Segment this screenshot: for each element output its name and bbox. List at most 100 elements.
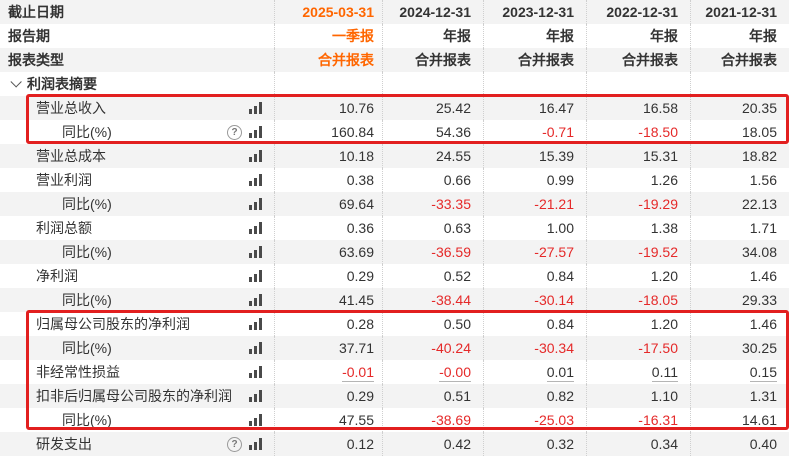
value-cell: 69.64	[274, 192, 382, 216]
row-icons	[249, 288, 262, 312]
row-icons: ?	[227, 120, 262, 144]
value-cell: 0.40	[690, 432, 789, 456]
value-cell: 1.71	[690, 216, 789, 240]
value-cell	[586, 72, 690, 96]
metric-label-cell: 同比(%)	[0, 240, 274, 264]
row-icons	[249, 264, 262, 288]
value-cell: 0.29	[274, 384, 382, 408]
value-cell: -38.69	[382, 408, 483, 432]
bar-chart-icon[interactable]	[249, 126, 262, 138]
metric-label: 同比(%)	[62, 124, 112, 140]
table-row: 归属母公司股东的净利润 0.28 0.50 0.84 1.20 1.46	[0, 312, 789, 336]
row-icons	[249, 384, 262, 408]
help-icon[interactable]: ?	[227, 124, 242, 140]
value-cell: 0.51	[382, 384, 483, 408]
tooltip-value[interactable]: 0.11	[651, 364, 678, 382]
table-row: 截止日期 2025-03-31 2024-12-31 2023-12-31 2022-1…	[0, 0, 789, 24]
metric-label-cell: 同比(%)	[0, 288, 274, 312]
value-cell: 1.31	[690, 384, 789, 408]
value-cell: 0.28	[274, 312, 382, 336]
table-row: 同比(%) 47.55 -38.69 -25.03 -16.31 14.61	[0, 408, 789, 432]
header-row-label: 报告期	[8, 28, 50, 44]
value-cell	[274, 72, 382, 96]
bar-chart-icon[interactable]	[249, 342, 262, 354]
metric-label: 研发支出	[36, 436, 92, 452]
value-cell: 年报	[690, 24, 789, 48]
value-cell	[690, 72, 789, 96]
bar-chart-icon[interactable]	[249, 294, 262, 306]
bar-chart-icon[interactable]	[249, 438, 262, 450]
section-label[interactable]: 利润表摘要	[0, 72, 274, 96]
metric-label: 同比(%)	[62, 340, 112, 356]
bar-chart-icon[interactable]	[249, 198, 262, 210]
metric-label-cell: 研发支出?	[0, 432, 274, 456]
value-cell: 2022-12-31	[586, 0, 690, 24]
metric-label: 利润总额	[36, 220, 92, 236]
tooltip-value[interactable]: 0.15	[749, 364, 777, 382]
metric-label-cell: 扣非后归属母公司股东的净利润	[0, 384, 274, 408]
bar-chart-icon[interactable]	[249, 270, 262, 282]
value-cell: 25.42	[382, 96, 483, 120]
bar-chart-icon[interactable]	[249, 174, 262, 186]
value-cell: 41.45	[274, 288, 382, 312]
table-row: 净利润 0.29 0.52 0.84 1.20 1.46	[0, 264, 789, 288]
table-row: 非经常性损益 -0.01 -0.00 0.01 0.11 0.15	[0, 360, 789, 384]
value-cell: 合并报表	[690, 48, 789, 72]
value-cell: 合并报表	[586, 48, 690, 72]
row-icons: ?	[227, 432, 262, 456]
header-row-label: 报表类型	[8, 52, 64, 68]
value-cell: 0.52	[382, 264, 483, 288]
metric-label-cell: 净利润	[0, 264, 274, 288]
bar-chart-icon[interactable]	[249, 366, 262, 378]
value-cell: 160.84	[274, 120, 382, 144]
value-cell: 54.36	[382, 120, 483, 144]
bar-chart-icon[interactable]	[249, 150, 262, 162]
value-cell: 0.36	[274, 216, 382, 240]
row-icons	[249, 240, 262, 264]
value-cell: -33.35	[382, 192, 483, 216]
tooltip-value[interactable]: -0.01	[342, 364, 374, 382]
metric-label-cell: 同比(%)?	[0, 120, 274, 144]
value-cell: 0.29	[274, 264, 382, 288]
value-cell[interactable]: 0.15	[690, 360, 789, 384]
row-icons	[249, 216, 262, 240]
row-icons	[249, 192, 262, 216]
value-cell: 0.63	[382, 216, 483, 240]
value-cell: 0.50	[382, 312, 483, 336]
bar-chart-icon[interactable]	[249, 318, 262, 330]
bar-chart-icon[interactable]	[249, 102, 262, 114]
value-cell: -16.31	[586, 408, 690, 432]
bar-chart-icon[interactable]	[249, 390, 262, 402]
value-cell: -18.05	[586, 288, 690, 312]
value-cell: 29.33	[690, 288, 789, 312]
bar-chart-icon[interactable]	[249, 414, 262, 426]
metric-label: 非经常性损益	[36, 364, 120, 380]
value-cell: 30.25	[690, 336, 789, 360]
table-row: 扣非后归属母公司股东的净利润 0.29 0.51 0.82 1.10 1.31	[0, 384, 789, 408]
row-icons	[249, 408, 262, 432]
metric-label: 营业利润	[36, 172, 92, 188]
metric-label: 营业总收入	[36, 100, 106, 116]
value-cell: 合并报表	[382, 48, 483, 72]
metric-label: 扣非后归属母公司股东的净利润	[36, 388, 232, 404]
value-cell[interactable]: 0.11	[586, 360, 690, 384]
section-title: 利润表摘要	[27, 76, 97, 92]
bar-chart-icon[interactable]	[249, 222, 262, 234]
value-cell[interactable]: -0.00	[382, 360, 483, 384]
value-cell[interactable]: 0.01	[483, 360, 586, 384]
metric-label: 同比(%)	[62, 292, 112, 308]
value-cell	[382, 72, 483, 96]
metric-label-cell: 利润总额	[0, 216, 274, 240]
tooltip-value[interactable]: -0.00	[439, 364, 471, 382]
section-header-row[interactable]: 利润表摘要	[0, 72, 789, 96]
bar-chart-icon[interactable]	[249, 246, 262, 258]
table-row: 报表类型 合并报表 合并报表 合并报表 合并报表 合并报表	[0, 48, 789, 72]
value-cell: 0.84	[483, 264, 586, 288]
tooltip-value[interactable]: 0.01	[546, 364, 574, 382]
value-cell: -38.44	[382, 288, 483, 312]
value-cell: -0.71	[483, 120, 586, 144]
row-icons	[249, 336, 262, 360]
value-cell: 年报	[483, 24, 586, 48]
help-icon[interactable]: ?	[227, 436, 242, 452]
value-cell[interactable]: -0.01	[274, 360, 382, 384]
